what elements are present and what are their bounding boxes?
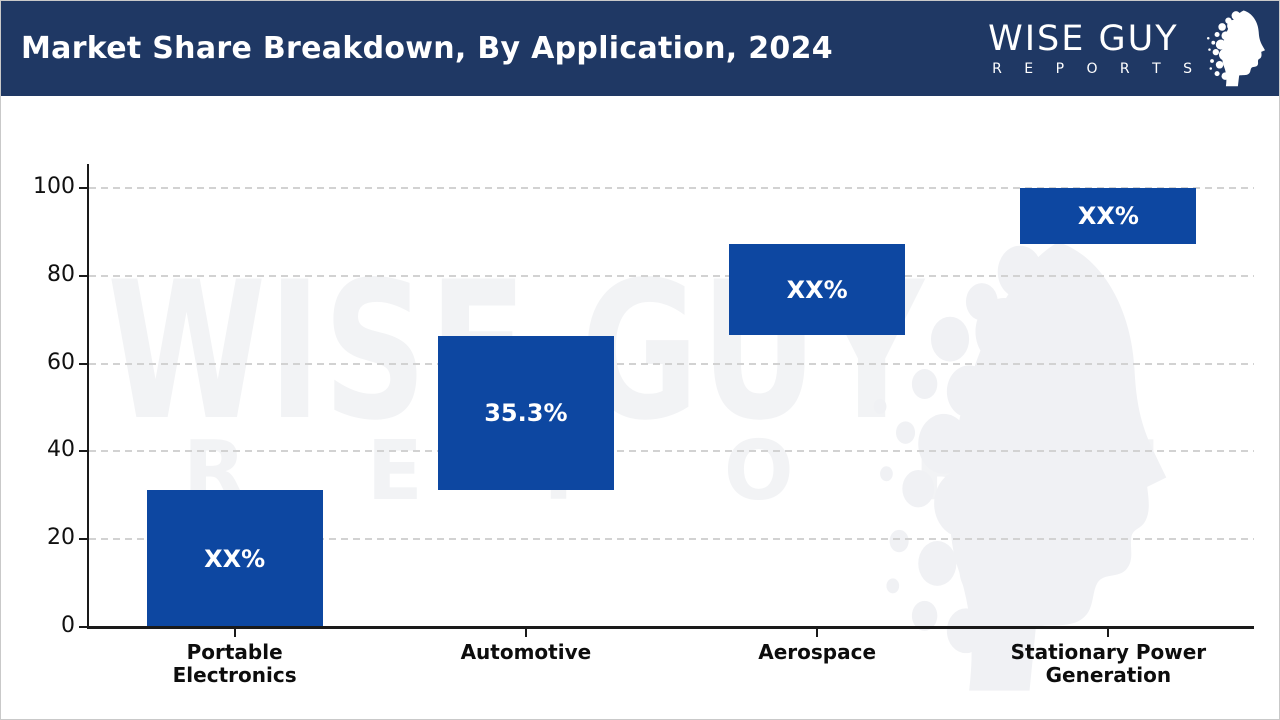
y-tick-label-60: 60: [47, 349, 75, 375]
logo-text: WISE GUY R E P O R T S: [988, 18, 1201, 77]
bar-value-label: XX%: [1077, 202, 1139, 231]
logo-wiseguy-label: WISE GUY: [988, 18, 1179, 59]
y-tick-label-0: 0: [61, 613, 75, 638]
category-label-1: Automotive: [460, 640, 592, 664]
bar-automotive: 35.3%: [437, 335, 614, 491]
bar-stationary-power-generation: XX%: [1020, 188, 1197, 245]
category-label-3: Stationary Power Generation: [1010, 640, 1207, 687]
gridline-80: [89, 274, 1254, 277]
gridline-100: [89, 187, 1254, 189]
logo-reports-label: R E P O R T S: [992, 60, 1201, 77]
gridline-40: [89, 450, 1254, 453]
bar-value-label: XX%: [204, 544, 266, 573]
watermark-head-icon: [873, 241, 1167, 691]
x-tick-1: [524, 628, 527, 637]
dotted-head-icon: [1206, 10, 1266, 86]
x-axis-spine: [87, 626, 1254, 629]
gridline-20: [89, 538, 1254, 541]
category-label-0: Portable Electronics: [172, 640, 297, 687]
y-tick-label-40: 40: [47, 437, 75, 463]
x-tick-3: [1107, 628, 1110, 637]
wise-guy-reports-logo: WISE GUY R E P O R T S: [988, 8, 1269, 90]
gridline-60: [89, 362, 1254, 365]
y-tick-label-100: 100: [33, 174, 75, 199]
y-axis-spine: [87, 164, 89, 629]
y-tick-0: [79, 626, 89, 628]
y-tick-80: [79, 274, 89, 277]
y-tick-label-80: 80: [47, 261, 75, 287]
x-tick-2: [816, 628, 819, 637]
bar-aerospace: XX%: [729, 244, 906, 336]
x-tick-0: [233, 628, 236, 637]
bar-value-label: XX%: [786, 275, 848, 304]
bar-value-label: 35.3%: [484, 398, 568, 427]
header: Market Share Breakdown, By Application, …: [1, 1, 1279, 96]
page-title: Market Share Breakdown, By Application, …: [21, 31, 833, 66]
y-tick-100: [79, 187, 89, 189]
category-label-2: Aerospace: [758, 640, 877, 664]
y-tick-60: [79, 362, 89, 365]
bar-portable-electronics: XX%: [146, 490, 323, 627]
y-tick-40: [79, 450, 89, 453]
y-tick-label-20: 20: [47, 525, 75, 551]
y-tick-20: [79, 538, 89, 541]
